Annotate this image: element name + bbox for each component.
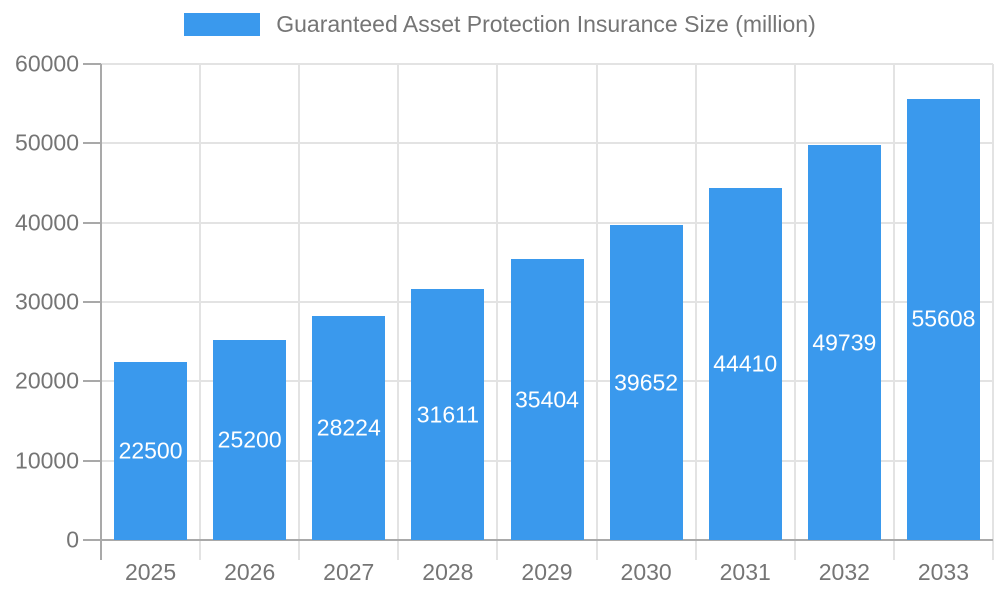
x-axis-label: 2031 xyxy=(719,559,771,585)
legend-swatch-icon xyxy=(184,12,261,36)
y-gridline xyxy=(101,63,993,65)
y-gridline xyxy=(101,142,993,145)
y-axis-label: 60000 xyxy=(15,50,79,77)
y-axis-label: 40000 xyxy=(15,209,79,236)
bar-value-label: 44410 xyxy=(713,350,778,377)
x-axis-label: 2026 xyxy=(224,559,276,585)
bar xyxy=(510,259,584,540)
y-gridline xyxy=(101,221,993,224)
x-axis-label: 2030 xyxy=(620,559,672,585)
y-axis-tick xyxy=(83,301,101,303)
bar-value-label: 28224 xyxy=(316,414,381,441)
y-axis-label: 30000 xyxy=(15,288,79,315)
y-axis-label: 10000 xyxy=(15,447,79,474)
x-axis-line xyxy=(83,539,993,541)
x-gridline xyxy=(496,64,499,560)
bar-value-label: 25200 xyxy=(217,426,282,453)
bar xyxy=(411,289,485,540)
legend-label: Guaranteed Asset Protection Insurance Si… xyxy=(276,10,816,37)
x-gridline xyxy=(595,64,598,560)
bar xyxy=(213,340,287,540)
x-axis-label: 2025 xyxy=(124,559,177,585)
y-axis-label: 20000 xyxy=(15,367,79,394)
y-axis-tick xyxy=(83,63,101,65)
y-axis-tick xyxy=(83,142,101,145)
x-axis-label: 2029 xyxy=(521,559,573,585)
bar-value-label: 55608 xyxy=(911,305,976,332)
x-gridline xyxy=(397,64,400,560)
bar xyxy=(609,225,683,540)
x-gridline xyxy=(298,64,301,560)
legend: Guaranteed Asset Protection Insurance Si… xyxy=(0,0,1000,48)
x-gridline xyxy=(892,64,895,560)
bar-value-label: 22500 xyxy=(118,437,183,464)
y-axis-label: 0 xyxy=(66,526,79,553)
y-axis-tick xyxy=(83,459,101,462)
x-axis-label: 2028 xyxy=(422,559,474,585)
bar xyxy=(906,98,980,540)
x-gridline xyxy=(793,64,796,560)
x-axis-label: 2033 xyxy=(917,559,970,585)
bar xyxy=(114,361,188,540)
x-gridline xyxy=(992,64,994,560)
bar xyxy=(708,187,782,540)
bar xyxy=(807,145,881,540)
x-gridline xyxy=(199,64,202,560)
bar xyxy=(312,316,386,540)
x-gridline xyxy=(694,64,697,560)
bar-value-label: 31611 xyxy=(416,401,480,428)
y-axis-line xyxy=(100,64,102,560)
y-axis-tick xyxy=(83,221,101,224)
y-axis-tick xyxy=(83,380,101,383)
bar-value-label: 39652 xyxy=(614,369,679,396)
y-axis-label: 50000 xyxy=(15,129,79,156)
legend-item[interactable]: Guaranteed Asset Protection Insurance Si… xyxy=(184,10,816,37)
bar-value-label: 49739 xyxy=(812,329,877,356)
x-axis-label: 2027 xyxy=(323,559,375,585)
bar-value-label: 35404 xyxy=(515,386,579,413)
x-axis-label: 2032 xyxy=(818,559,870,585)
